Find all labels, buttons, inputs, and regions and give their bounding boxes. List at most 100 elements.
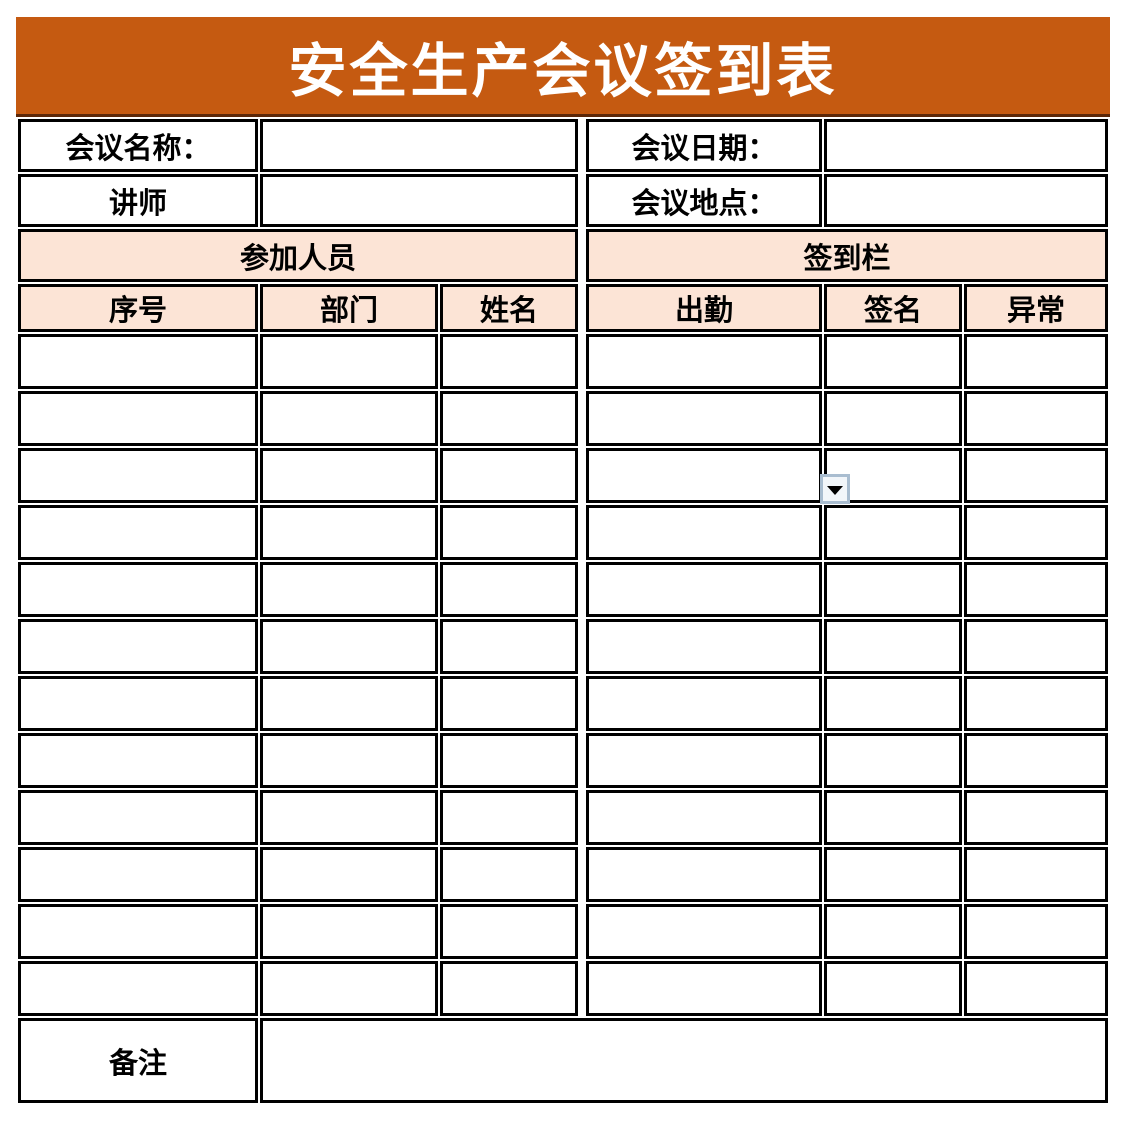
table-cell[interactable] <box>964 562 1108 617</box>
table-cell[interactable] <box>260 505 438 560</box>
table-cell[interactable] <box>586 733 822 788</box>
table-cell[interactable] <box>964 505 1108 560</box>
table-row <box>18 448 1108 503</box>
table-cell[interactable] <box>824 334 962 389</box>
table-cell[interactable] <box>824 790 962 845</box>
table-cell[interactable] <box>260 733 438 788</box>
table-cell[interactable] <box>824 562 962 617</box>
table-cell[interactable] <box>260 562 438 617</box>
table-cell[interactable] <box>18 334 258 389</box>
table-cell[interactable] <box>824 847 962 902</box>
table-cell[interactable] <box>964 790 1108 845</box>
col-header-abnormal: 异常 <box>964 284 1108 332</box>
title-banner: 安全生产会议签到表 <box>16 17 1110 117</box>
table-cell[interactable] <box>18 961 258 1016</box>
table-cell[interactable] <box>260 676 438 731</box>
meeting-date-label: 会议日期： <box>586 119 822 172</box>
table-cell[interactable] <box>586 676 822 731</box>
table-cell[interactable] <box>260 334 438 389</box>
table-cell[interactable] <box>18 676 258 731</box>
table-cell[interactable] <box>440 961 578 1016</box>
table-cell[interactable] <box>440 847 578 902</box>
lecturer-label: 讲师 <box>18 174 258 227</box>
table-cell[interactable] <box>440 904 578 959</box>
table-cell[interactable] <box>586 505 822 560</box>
meeting-name-label: 会议名称： <box>18 119 258 172</box>
table-cell[interactable] <box>260 847 438 902</box>
lecturer-input[interactable] <box>260 174 578 227</box>
table-cell[interactable] <box>440 562 578 617</box>
col-header-name: 姓名 <box>440 284 578 332</box>
table-cell[interactable] <box>824 505 962 560</box>
data-validation-dropdown[interactable] <box>820 474 850 504</box>
section-gap <box>580 847 584 902</box>
remarks-section: 备注 <box>18 1018 1108 1103</box>
table-cell[interactable] <box>824 676 962 731</box>
table-cell[interactable] <box>586 961 822 1016</box>
table-cell[interactable] <box>440 619 578 674</box>
section-gap <box>580 562 584 617</box>
table-cell[interactable] <box>260 619 438 674</box>
table-cell[interactable] <box>18 619 258 674</box>
table-row <box>18 904 1108 959</box>
table-cell[interactable] <box>18 847 258 902</box>
col-header-number: 序号 <box>18 284 258 332</box>
table-cell[interactable] <box>18 790 258 845</box>
table-cell[interactable] <box>440 676 578 731</box>
table-cell[interactable] <box>18 391 258 446</box>
page-title: 安全生产会议签到表 <box>288 36 838 105</box>
location-input[interactable] <box>824 174 1108 227</box>
table-cell[interactable] <box>18 448 258 503</box>
dropdown-arrow-icon <box>827 486 843 495</box>
table-cell[interactable] <box>260 904 438 959</box>
remarks-input[interactable] <box>260 1018 1108 1103</box>
table-cell[interactable] <box>964 448 1108 503</box>
table-cell[interactable] <box>964 676 1108 731</box>
table-row <box>18 334 1108 389</box>
table-cell[interactable] <box>964 904 1108 959</box>
section-gap <box>580 961 584 1016</box>
table-cell[interactable] <box>440 790 578 845</box>
table-cell[interactable] <box>586 562 822 617</box>
section-gap <box>580 790 584 845</box>
table-cell[interactable] <box>440 391 578 446</box>
table-cell[interactable] <box>586 904 822 959</box>
data-rows <box>18 334 1108 1016</box>
table-cell[interactable] <box>964 619 1108 674</box>
table-cell[interactable] <box>18 733 258 788</box>
table-cell[interactable] <box>824 961 962 1016</box>
table-cell[interactable] <box>260 790 438 845</box>
table-cell[interactable] <box>586 334 822 389</box>
table-cell[interactable] <box>440 505 578 560</box>
table-cell[interactable] <box>824 733 962 788</box>
section-signin: 签到栏 <box>586 229 1108 282</box>
table-cell[interactable] <box>440 334 578 389</box>
table-cell[interactable] <box>440 733 578 788</box>
table-cell[interactable] <box>586 391 822 446</box>
table-cell[interactable] <box>964 334 1108 389</box>
table-cell[interactable] <box>824 391 962 446</box>
table-cell[interactable] <box>586 847 822 902</box>
table-cell[interactable] <box>440 448 578 503</box>
table-cell[interactable] <box>586 790 822 845</box>
meeting-name-input[interactable] <box>260 119 578 172</box>
table-cell[interactable] <box>260 448 438 503</box>
table-cell[interactable] <box>964 961 1108 1016</box>
table-cell[interactable] <box>824 904 962 959</box>
table-cell[interactable] <box>18 904 258 959</box>
table-cell[interactable] <box>964 391 1108 446</box>
section-gap <box>580 448 584 503</box>
meeting-date-input[interactable] <box>824 119 1108 172</box>
table-cell[interactable] <box>260 961 438 1016</box>
section-gap <box>580 284 584 332</box>
table-cell[interactable] <box>824 619 962 674</box>
table-cell[interactable] <box>260 391 438 446</box>
table-cell[interactable] <box>18 562 258 617</box>
table-cell[interactable] <box>964 847 1108 902</box>
table-cell[interactable] <box>964 733 1108 788</box>
remarks-label: 备注 <box>18 1018 258 1103</box>
table-cell[interactable] <box>18 505 258 560</box>
table-cell[interactable] <box>586 448 822 503</box>
table-cell[interactable] <box>586 619 822 674</box>
location-label: 会议地点： <box>586 174 822 227</box>
